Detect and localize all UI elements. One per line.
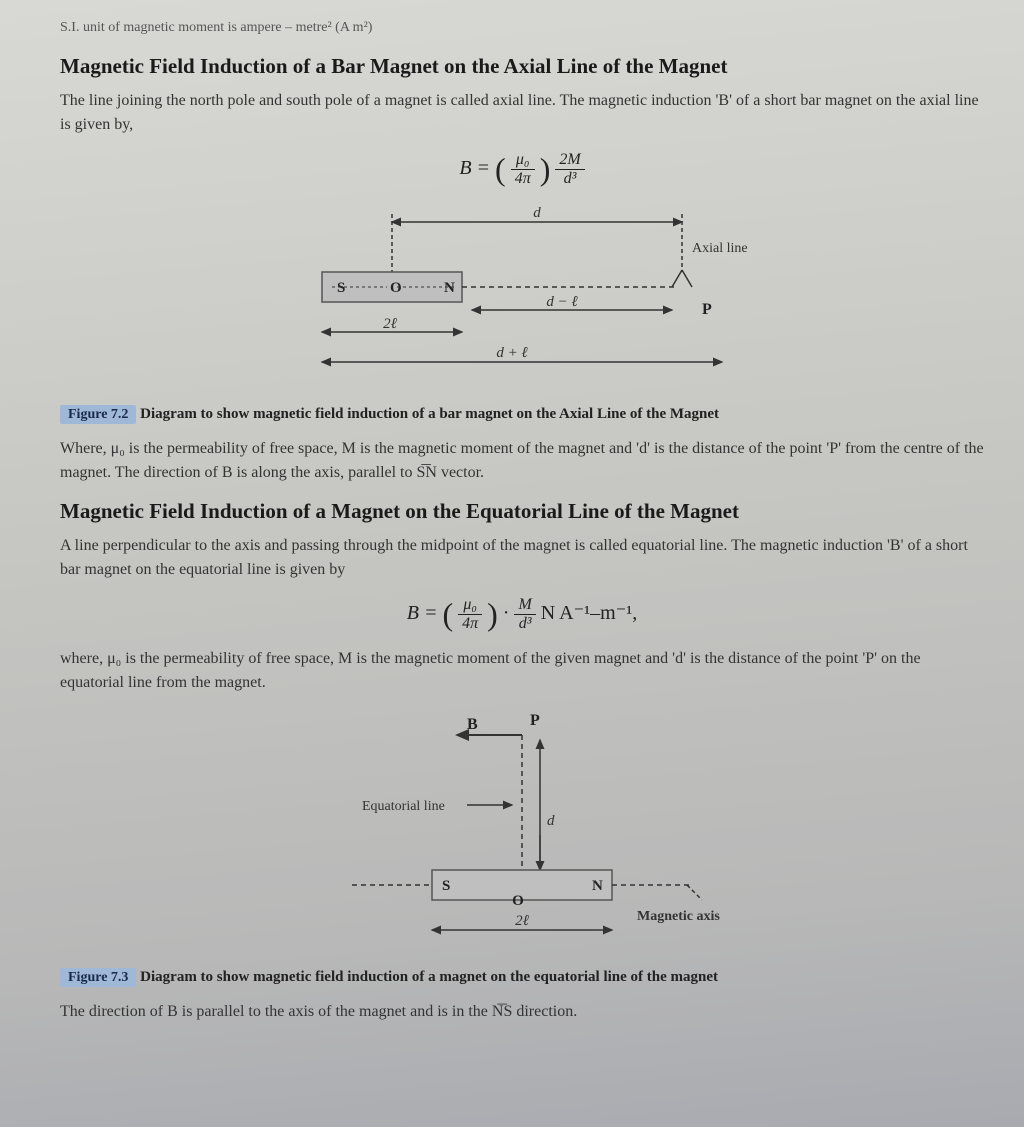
fraction-m: M d³: [514, 596, 535, 633]
formula-lhs: B =: [459, 157, 495, 179]
label-P: P: [702, 301, 712, 318]
section1-formula: B = ( μ₀ 4π ) 2M d³: [60, 151, 984, 188]
si-unit-note: S.I. unit of magnetic moment is ampere –…: [60, 20, 984, 36]
right-paren-2: ): [487, 596, 498, 632]
label-eq-line: Equatorial line: [362, 799, 445, 814]
fraction-2m: 2M d³: [555, 151, 584, 188]
equatorial-diagram-svg: P B Equatorial line d S O N Magnetic axi…: [292, 705, 752, 955]
dot: ·: [503, 602, 515, 624]
axial-diagram-svg: d Axial line S O N d − ℓ P 2ℓ d + ℓ: [262, 202, 782, 392]
label-N: N: [444, 280, 455, 296]
page-root: S.I. unit of magnetic moment is ampere –…: [0, 0, 1024, 1127]
label-O: O: [390, 280, 402, 296]
label-O-2: O: [512, 893, 524, 909]
label-2l-2: 2ℓ: [515, 913, 529, 929]
section1-para2: Where, μ₀ is the permeability of free sp…: [60, 437, 984, 485]
fig-7-2-text: Diagram to show magnetic field induction…: [140, 406, 719, 422]
left-paren: (: [495, 151, 506, 187]
label-S: S: [337, 280, 345, 296]
section2-para1: A line perpendicular to the axis and pas…: [60, 534, 984, 582]
fraction-mu-2: μ₀ 4π: [458, 596, 482, 633]
fig-7-3-label: Figure 7.3: [60, 968, 136, 987]
section2-heading: Magnetic Field Induction of a Magnet on …: [60, 499, 984, 524]
label-P-2: P: [530, 712, 540, 729]
fig-7-3-text: Diagram to show magnetic field induction…: [140, 969, 718, 985]
figure-7-2-caption: Figure 7.2 Diagram to show magnetic fiel…: [60, 406, 984, 423]
label-axial: Axial line: [692, 241, 748, 256]
section2-para3: The direction of B is parallel to the ax…: [60, 1000, 984, 1024]
formula-lhs-2: B =: [407, 602, 443, 624]
label-d-plus-l: d + ℓ: [496, 345, 527, 361]
section1-heading: Magnetic Field Induction of a Bar Magnet…: [60, 54, 984, 79]
label-2l: 2ℓ: [383, 316, 397, 332]
section2-formula: B = ( μ₀ 4π ) · M d³ N A⁻¹–m⁻¹,: [60, 596, 984, 633]
right-paren: ): [540, 151, 551, 187]
label-d-2: d: [547, 813, 555, 829]
figure-7-3-caption: Figure 7.3 Diagram to show magnetic fiel…: [60, 969, 984, 986]
formula-units: N A⁻¹–m⁻¹,: [541, 602, 637, 624]
figure-7-3: P B Equatorial line d S O N Magnetic axi…: [60, 705, 984, 955]
section1-para1: The line joining the north pole and sout…: [60, 89, 984, 137]
label-B: B: [467, 716, 478, 733]
section2-para2: where, μ₀ is the permeability of free sp…: [60, 647, 984, 695]
label-mag-axis: Magnetic axis: [637, 909, 720, 924]
fig-7-2-label: Figure 7.2: [60, 405, 136, 424]
label-N-2: N: [592, 878, 603, 894]
label-S-2: S: [442, 878, 450, 894]
label-d-minus-l: d − ℓ: [546, 294, 577, 310]
figure-7-2: d Axial line S O N d − ℓ P 2ℓ d + ℓ: [60, 202, 984, 392]
label-d: d: [533, 205, 541, 221]
fraction-mu: μ₀ 4π: [511, 151, 535, 188]
left-paren-2: (: [442, 596, 453, 632]
